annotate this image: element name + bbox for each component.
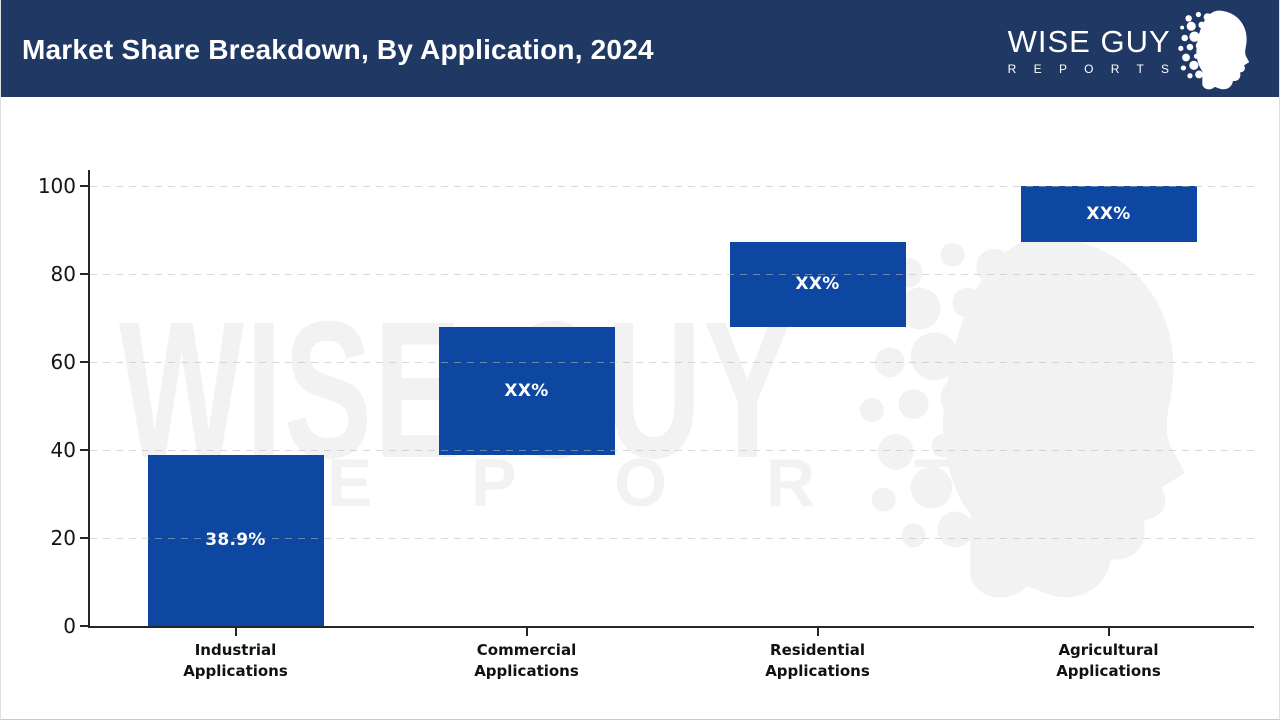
- y-tick-label: 0: [63, 614, 76, 638]
- y-tick-label: 100: [37, 174, 76, 198]
- x-tick-mark: [816, 628, 819, 636]
- bar: XX%: [438, 326, 615, 455]
- x-tick-mark: [525, 628, 528, 636]
- x-category-label: Agricultural Applications: [989, 640, 1229, 682]
- page-title: Market Share Breakdown, By Application, …: [22, 34, 654, 65]
- bar-value-label: XX%: [1086, 203, 1131, 224]
- x-category-label-line: Applications: [765, 662, 870, 680]
- x-category-label-line: Commercial: [476, 641, 577, 659]
- x-tick-mark: [234, 628, 237, 636]
- bar-value-label: XX%: [795, 274, 840, 295]
- gridline: [90, 538, 1254, 539]
- gridline: [90, 274, 1254, 275]
- bar: XX%: [1020, 186, 1197, 242]
- x-category-label-line: Applications: [183, 662, 288, 680]
- x-category-label: Commercial Applications: [407, 640, 647, 682]
- x-axis-line: [88, 626, 1254, 628]
- x-category-label-line: Applications: [474, 662, 579, 680]
- x-category-label-line: Applications: [1056, 662, 1161, 680]
- gridline: [90, 362, 1254, 363]
- wiseguy-face-icon: [1178, 10, 1250, 90]
- bar-value-label: 38.9%: [205, 530, 266, 551]
- y-axis-line: [88, 170, 90, 628]
- x-tick-mark: [1107, 628, 1110, 636]
- x-category-label: Residential Applications: [698, 640, 938, 682]
- y-tick-mark: [80, 449, 88, 451]
- x-category-label-line: Agricultural: [1058, 641, 1159, 659]
- bar: XX%: [729, 241, 906, 327]
- y-tick-mark: [80, 625, 88, 627]
- y-tick-label: 80: [50, 262, 76, 286]
- gridline: [90, 450, 1254, 451]
- watermark-face-icon: [859, 236, 1186, 598]
- x-category-label-line: Industrial: [194, 641, 277, 659]
- y-tick-label: 40: [50, 438, 76, 462]
- logo-wordmark-line2: R E P O R T S: [1007, 62, 1176, 76]
- y-tick-mark: [80, 361, 88, 363]
- y-tick-mark: [80, 273, 88, 275]
- logo-wordmark-line1: WISE GUY: [1007, 24, 1171, 59]
- bar-value-label: XX%: [504, 380, 549, 401]
- y-tick-label: 60: [50, 350, 76, 374]
- y-tick-mark: [80, 537, 88, 539]
- x-category-label: Industrial Applications: [116, 640, 356, 682]
- logo-wordmark: WISE GUY R E P O R T S: [1008, 25, 1176, 77]
- x-category-label-line: Residential: [770, 641, 865, 659]
- gridline: [90, 186, 1254, 187]
- bar: 38.9%: [147, 454, 324, 626]
- chart-area: WISE GUY R E P O R T S 38.9% XX% XX% XX% 0 20…: [1, 97, 1279, 719]
- header-banner: Market Share Breakdown, By Application, …: [1, 0, 1279, 97]
- brand-logo: WISE GUY R E P O R T S: [1008, 8, 1270, 94]
- y-tick-mark: [80, 185, 88, 187]
- y-tick-label: 20: [50, 526, 76, 550]
